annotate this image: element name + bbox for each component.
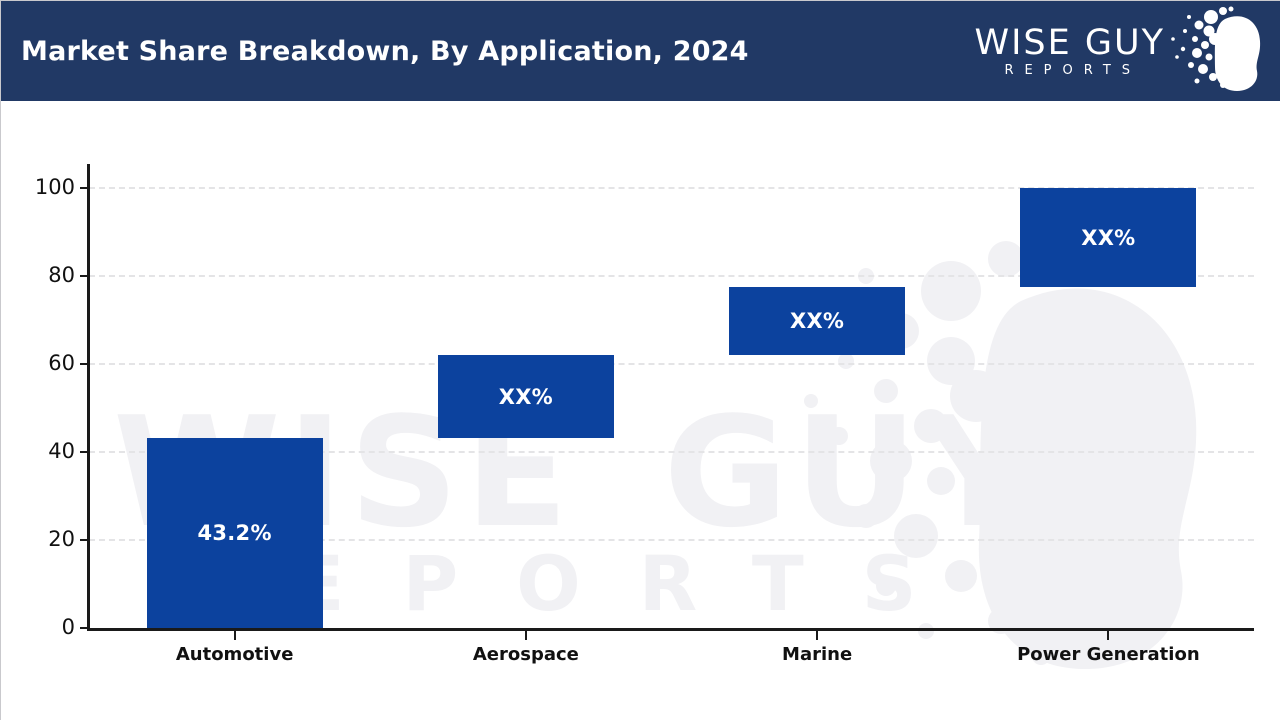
ytick-mark xyxy=(80,451,89,453)
xtick-label-1: Aerospace xyxy=(472,644,579,665)
xtick-label-2: Marine xyxy=(782,644,853,665)
gridline-y20 xyxy=(89,539,1254,541)
ytick-label: 20 xyxy=(48,527,75,551)
ytick-mark xyxy=(80,275,89,277)
bar-marine: XX% xyxy=(729,287,906,356)
xtick-mark xyxy=(816,631,819,640)
y-axis-line xyxy=(87,164,90,631)
wiseguy-logo-text: WISE GUY REPORTS xyxy=(974,25,1165,78)
xtick-mark xyxy=(524,631,527,640)
ytick-label: 100 xyxy=(34,175,75,199)
xtick-label-3: Power Generation xyxy=(1017,644,1200,665)
gridline-y40 xyxy=(89,451,1254,453)
ytick-label: 80 xyxy=(48,263,75,287)
gridline-y80 xyxy=(89,275,1254,277)
bar-aerospace: XX% xyxy=(437,355,614,438)
bar-value-label: XX% xyxy=(498,384,554,409)
bar-power-generation: XX% xyxy=(1020,188,1197,287)
ytick-mark xyxy=(80,363,89,365)
ytick-label: 40 xyxy=(48,439,75,463)
bar-automotive: 43.2% xyxy=(146,437,323,628)
xtick-mark xyxy=(1107,631,1110,640)
bar-value-label: XX% xyxy=(789,309,845,334)
x-axis-line xyxy=(87,628,1254,631)
logo-subtitle: REPORTS xyxy=(1004,62,1142,78)
header-bar: Market Share Breakdown, By Application, … xyxy=(1,1,1280,101)
bar-value-label: XX% xyxy=(1081,225,1136,250)
chart-title: Market Share Breakdown, By Application, … xyxy=(21,35,749,67)
xtick-label-0: Automotive xyxy=(175,644,294,665)
gridline-y60 xyxy=(89,363,1254,365)
ytick-label: 60 xyxy=(48,351,75,375)
xtick-mark xyxy=(233,631,236,640)
ytick-mark xyxy=(80,627,89,629)
logo-wordmark: WISE GUY xyxy=(974,22,1165,63)
plot-area: WISE GUY REPORTS 0 20 40 60 80 100 43.2% Automo… xyxy=(1,101,1280,720)
gridline-y100 xyxy=(89,187,1254,189)
ytick-mark xyxy=(80,539,89,541)
ytick-label: 0 xyxy=(61,615,75,639)
wiseguy-logo: WISE GUY REPORTS xyxy=(974,5,1263,97)
head-dots-icon xyxy=(1171,6,1261,91)
bar-value-label: 43.2% xyxy=(197,520,272,545)
ytick-mark xyxy=(80,187,89,189)
